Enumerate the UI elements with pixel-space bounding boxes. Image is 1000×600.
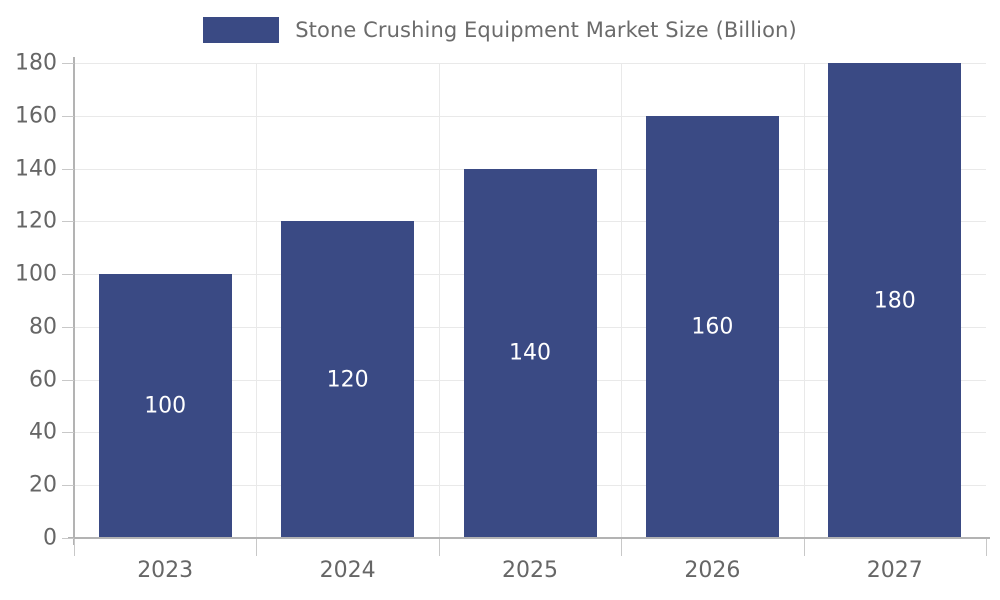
y-tick-mark xyxy=(62,326,74,328)
gridline-vertical xyxy=(256,63,257,538)
gridline-vertical xyxy=(439,63,440,538)
x-tick-label-2027: 2027 xyxy=(866,558,923,583)
x-tick-label-2024: 2024 xyxy=(319,558,376,583)
y-tick-mark xyxy=(62,432,74,434)
plot-area: 100 120 140 160 180 xyxy=(74,63,986,539)
x-tick-mark xyxy=(256,539,257,556)
x-tick-mark xyxy=(986,539,987,556)
gridline-horizontal xyxy=(74,115,986,117)
y-tick-mark xyxy=(62,538,74,539)
x-tick-mark xyxy=(804,539,805,556)
y-tick-mark xyxy=(62,63,74,64)
bar-2027[interactable] xyxy=(828,63,962,538)
y-tick-label: 80 xyxy=(29,314,57,340)
y-axis-line xyxy=(73,57,75,545)
x-tick-label-2023: 2023 xyxy=(137,558,194,583)
y-tick-label: 120 xyxy=(15,208,57,234)
y-tick-mark xyxy=(62,115,74,117)
gridline-vertical xyxy=(804,63,805,538)
y-tick-label: 140 xyxy=(15,156,57,182)
y-tick-label: 0 xyxy=(43,525,57,551)
x-tick-mark xyxy=(74,539,75,556)
y-tick-mark xyxy=(62,168,74,170)
bar-2026[interactable] xyxy=(645,115,779,538)
y-tick-mark xyxy=(62,379,74,381)
y-tick-label: 180 xyxy=(15,50,57,76)
legend-label[interactable]: Stone Crushing Equipment Market Size (Bi… xyxy=(295,18,797,42)
bar-value-label: 120 xyxy=(326,367,369,393)
y-tick-mark xyxy=(62,274,74,276)
x-tick-label-2025: 2025 xyxy=(502,558,558,583)
bar-2023[interactable] xyxy=(98,274,232,538)
bar-value-label: 160 xyxy=(691,314,734,340)
bar-value-label: 100 xyxy=(144,393,187,419)
bar-2024[interactable] xyxy=(281,221,415,538)
y-tick-label: 20 xyxy=(29,472,57,498)
x-tick-label-2026: 2026 xyxy=(684,558,741,583)
chart-legend: Stone Crushing Equipment Market Size (Bi… xyxy=(0,8,1000,52)
y-tick-label: 60 xyxy=(29,367,57,393)
x-tick-mark xyxy=(621,539,622,556)
gridline-horizontal xyxy=(74,63,986,64)
bar-2025[interactable] xyxy=(463,168,597,538)
bar-value-label: 140 xyxy=(509,340,551,366)
x-tick-mark xyxy=(439,539,440,556)
y-tick-label: 40 xyxy=(29,419,57,445)
y-tick-label: 160 xyxy=(15,103,57,129)
bar-value-label: 180 xyxy=(873,288,916,313)
legend-swatch-icon[interactable] xyxy=(203,17,280,43)
gridline-vertical xyxy=(621,63,622,538)
y-tick-mark xyxy=(62,221,74,223)
y-tick-mark xyxy=(62,485,74,487)
x-axis-line xyxy=(68,537,990,539)
y-tick-label: 100 xyxy=(15,261,57,287)
